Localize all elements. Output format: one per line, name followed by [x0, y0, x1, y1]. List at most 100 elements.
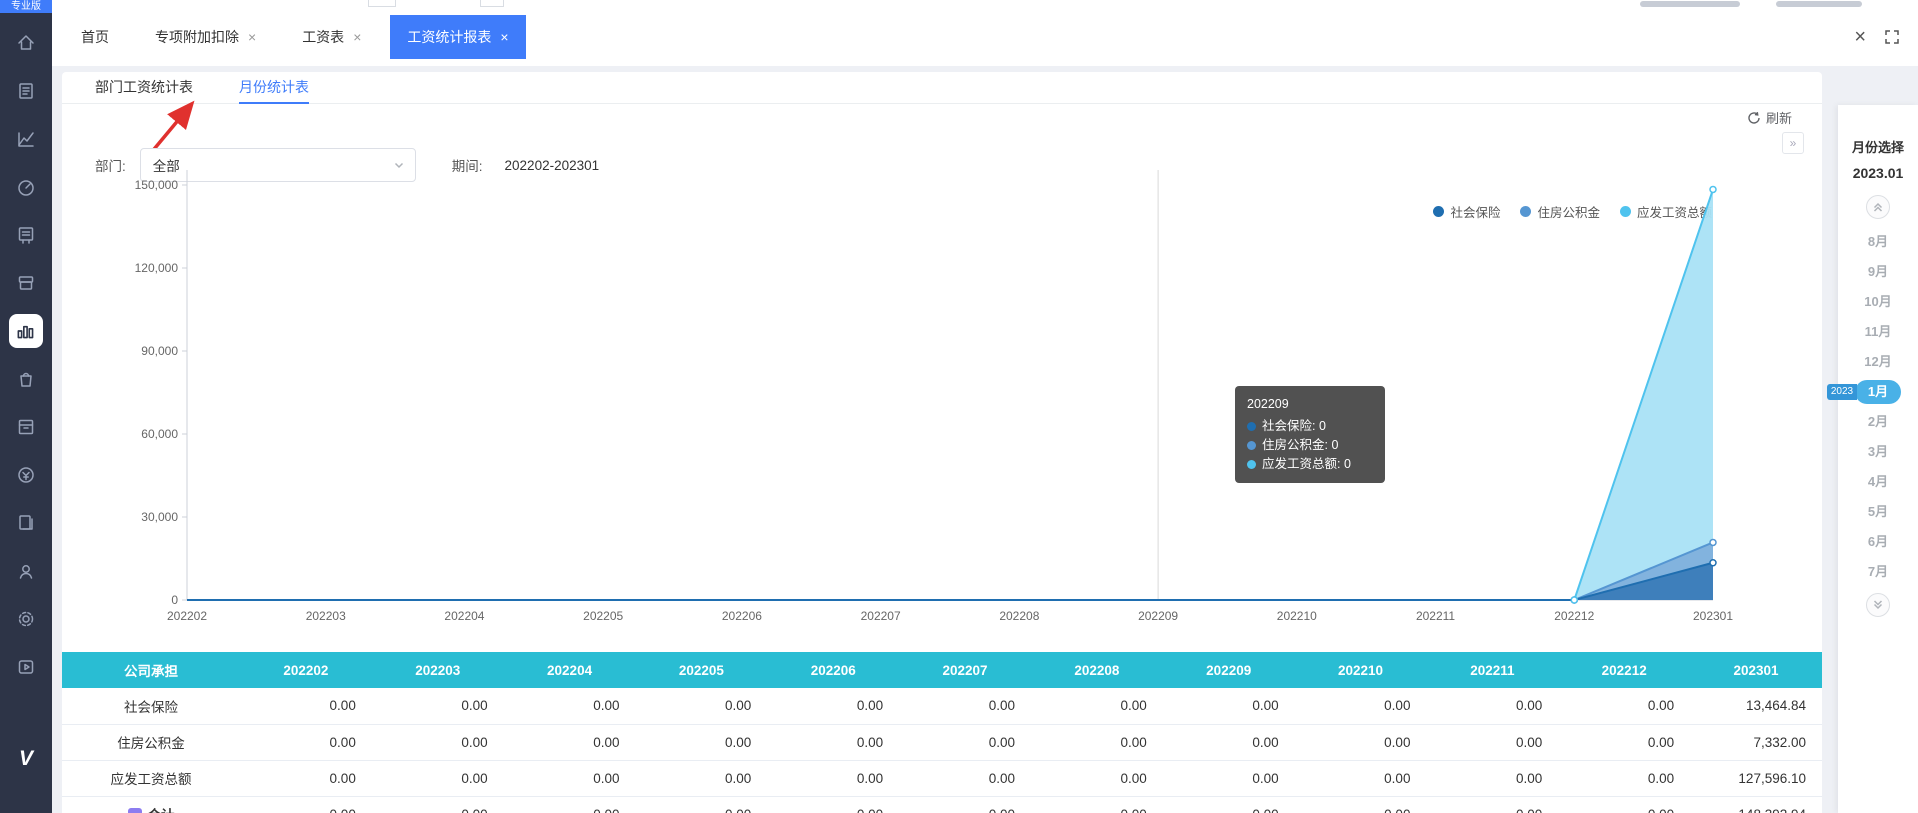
legend-item-2[interactable]: 应发工资总额	[1619, 202, 1712, 221]
table-cell: 0.00	[767, 688, 900, 725]
month-item-0[interactable]: 8月	[1867, 234, 1889, 249]
report-card: 部门工资统计表 月份统计表 刷新 部门: 全部 期间: 202202-202301…	[62, 72, 1822, 813]
brand-v-icon[interactable]: V	[18, 747, 33, 770]
tab-2[interactable]: 工资表 ×	[285, 15, 378, 59]
ledger-icon[interactable]	[0, 115, 52, 163]
tab-close-icon[interactable]: ×	[500, 29, 509, 45]
table-col-header[interactable]: 202208	[1030, 652, 1163, 688]
month-item-2[interactable]: 10月	[1864, 294, 1892, 309]
contacts-icon[interactable]	[0, 547, 52, 595]
legend-dot	[1619, 206, 1631, 217]
tab-close-icon[interactable]: ×	[353, 29, 362, 45]
tab-actions: ×	[1854, 27, 1918, 47]
table-col-header[interactable]: 202205	[635, 652, 768, 688]
table-col-header[interactable]: 202211	[1426, 652, 1559, 688]
table-col-header[interactable]: 202207	[899, 652, 1031, 688]
archive-icon[interactable]	[0, 403, 52, 451]
dashboard-icon[interactable]	[0, 163, 52, 211]
fullscreen-icon[interactable]	[1884, 29, 1900, 45]
month-item-4[interactable]: 12月	[1864, 354, 1892, 369]
table-row[interactable]: 住房公积金 0.00 0.00 0.00 0.00 0.00 0.00 0.00 0.00 0.0…	[62, 724, 1822, 761]
row-label: 合计	[148, 808, 175, 813]
reports-icon[interactable]	[0, 307, 52, 355]
svg-text:202206: 202206	[722, 609, 762, 623]
assets-icon[interactable]	[0, 259, 52, 307]
salary-chart[interactable]: 0 30,000 60,000 90,000 120,000 150,000 202202 2…	[62, 160, 1822, 635]
table-row[interactable]: 社会保险 0.00 0.00 0.00 0.00 0.00 0.00 0.00 0.00 0.00…	[62, 688, 1822, 725]
table-cell: 0.00	[1030, 796, 1163, 813]
topbar-partial-control[interactable]	[1640, 1, 1740, 7]
topbar-partial-control[interactable]	[1776, 1, 1862, 7]
table-col-header[interactable]: 公司承担	[62, 652, 240, 688]
table-cell: 0.00	[371, 796, 504, 813]
topbar-partial-control[interactable]	[480, 0, 504, 7]
month-item-5[interactable]: 2023 1月	[1827, 377, 1918, 407]
collapse-panel-icon[interactable]: »	[1782, 132, 1804, 154]
home-icon[interactable]	[0, 19, 52, 67]
tab-1[interactable]: 专项附加扣除 ×	[138, 15, 273, 59]
refresh-icon	[1747, 111, 1761, 125]
svg-text:150,000: 150,000	[135, 178, 179, 192]
apps-icon[interactable]	[0, 643, 52, 691]
month-item-9[interactable]: 5月	[1867, 504, 1889, 519]
settings-icon[interactable]	[0, 595, 52, 643]
table-col-header[interactable]: 202212	[1558, 652, 1691, 688]
table-row[interactable]: 应发工资总额 0.00 0.00 0.00 0.00 0.00 0.00 0.00 0.00 0.…	[62, 760, 1822, 797]
legend-item-0[interactable]: 社会保险	[1433, 202, 1500, 221]
legend-label: 住房公积金	[1537, 206, 1600, 220]
svg-text:202203: 202203	[306, 609, 346, 623]
subtab-0[interactable]: 部门工资统计表	[95, 78, 193, 95]
table-col-header[interactable]: 202209	[1162, 652, 1295, 688]
table-cell: 7,332.00	[1690, 724, 1822, 761]
subtab-1[interactable]: 月份统计表	[239, 72, 309, 104]
month-item-6[interactable]: 2月	[1867, 414, 1889, 429]
table-col-header[interactable]: 202301	[1690, 652, 1822, 688]
svg-text:202212: 202212	[1554, 609, 1594, 623]
tab-0[interactable]: 首页	[64, 15, 126, 59]
total-row-icon	[127, 808, 142, 813]
month-item-7[interactable]: 3月	[1867, 444, 1889, 459]
svg-text:202210: 202210	[1277, 609, 1317, 623]
scroll-down-icon[interactable]	[1866, 593, 1890, 617]
table-col-header[interactable]: 202203	[371, 652, 504, 688]
department-select[interactable]: 全部	[139, 148, 416, 182]
scroll-up-icon[interactable]	[1866, 195, 1890, 219]
svg-text:90,000: 90,000	[141, 344, 178, 358]
refresh-button[interactable]: 刷新	[1747, 108, 1792, 127]
svg-text:60,000: 60,000	[141, 427, 178, 441]
table-cell: 0.00	[1426, 688, 1559, 725]
table-col-header[interactable]: 202202	[240, 652, 372, 688]
voucher-icon[interactable]	[0, 67, 52, 115]
month-item-11[interactable]: 7月	[1867, 564, 1889, 579]
month-item-10[interactable]: 6月	[1867, 534, 1889, 549]
tax-icon[interactable]	[0, 355, 52, 403]
table-col-header[interactable]: 202204	[503, 652, 636, 688]
invoice-icon[interactable]	[0, 211, 52, 259]
table-cell: 0.00	[371, 760, 504, 797]
legend-item-1[interactable]: 住房公积金	[1520, 202, 1600, 221]
month-panel: » 月份选择 2023.01 8月 9月 10月 11月 12月 2023 1月 2月 3月 4月…	[1782, 105, 1918, 813]
table-cell: 0.00	[1294, 760, 1427, 797]
salary-icon[interactable]	[0, 451, 52, 499]
table-cell: 0.00	[1294, 796, 1427, 813]
table-cell: 0.00	[1426, 724, 1559, 761]
table-cell: 0.00	[240, 796, 372, 813]
svg-text:202301: 202301	[1693, 609, 1733, 623]
month-item-1[interactable]: 9月	[1867, 264, 1889, 279]
table-cell: 0.00	[1426, 760, 1559, 797]
svg-text:202209: 202209	[1138, 609, 1178, 623]
tab-3[interactable]: 工资统计报表 ×	[390, 15, 526, 59]
active-month-pill[interactable]: 2023 1月	[1827, 380, 1901, 404]
month-item-8[interactable]: 4月	[1867, 474, 1889, 489]
tab-close-icon[interactable]: ×	[248, 29, 257, 45]
close-all-icon[interactable]: ×	[1854, 26, 1866, 48]
table-col-header[interactable]: 202206	[767, 652, 900, 688]
refresh-label: 刷新	[1765, 111, 1792, 126]
table-row[interactable]: 合计0.000.000.000.000.000.000.000.000.000.…	[62, 796, 1822, 813]
legend-label: 社会保险	[1450, 206, 1501, 220]
month-item-3[interactable]: 11月	[1864, 324, 1892, 339]
docs-icon[interactable]	[0, 499, 52, 547]
table-col-header[interactable]: 202210	[1294, 652, 1427, 688]
table-cell: 0.00	[503, 724, 636, 761]
topbar-partial-control[interactable]	[368, 0, 396, 7]
